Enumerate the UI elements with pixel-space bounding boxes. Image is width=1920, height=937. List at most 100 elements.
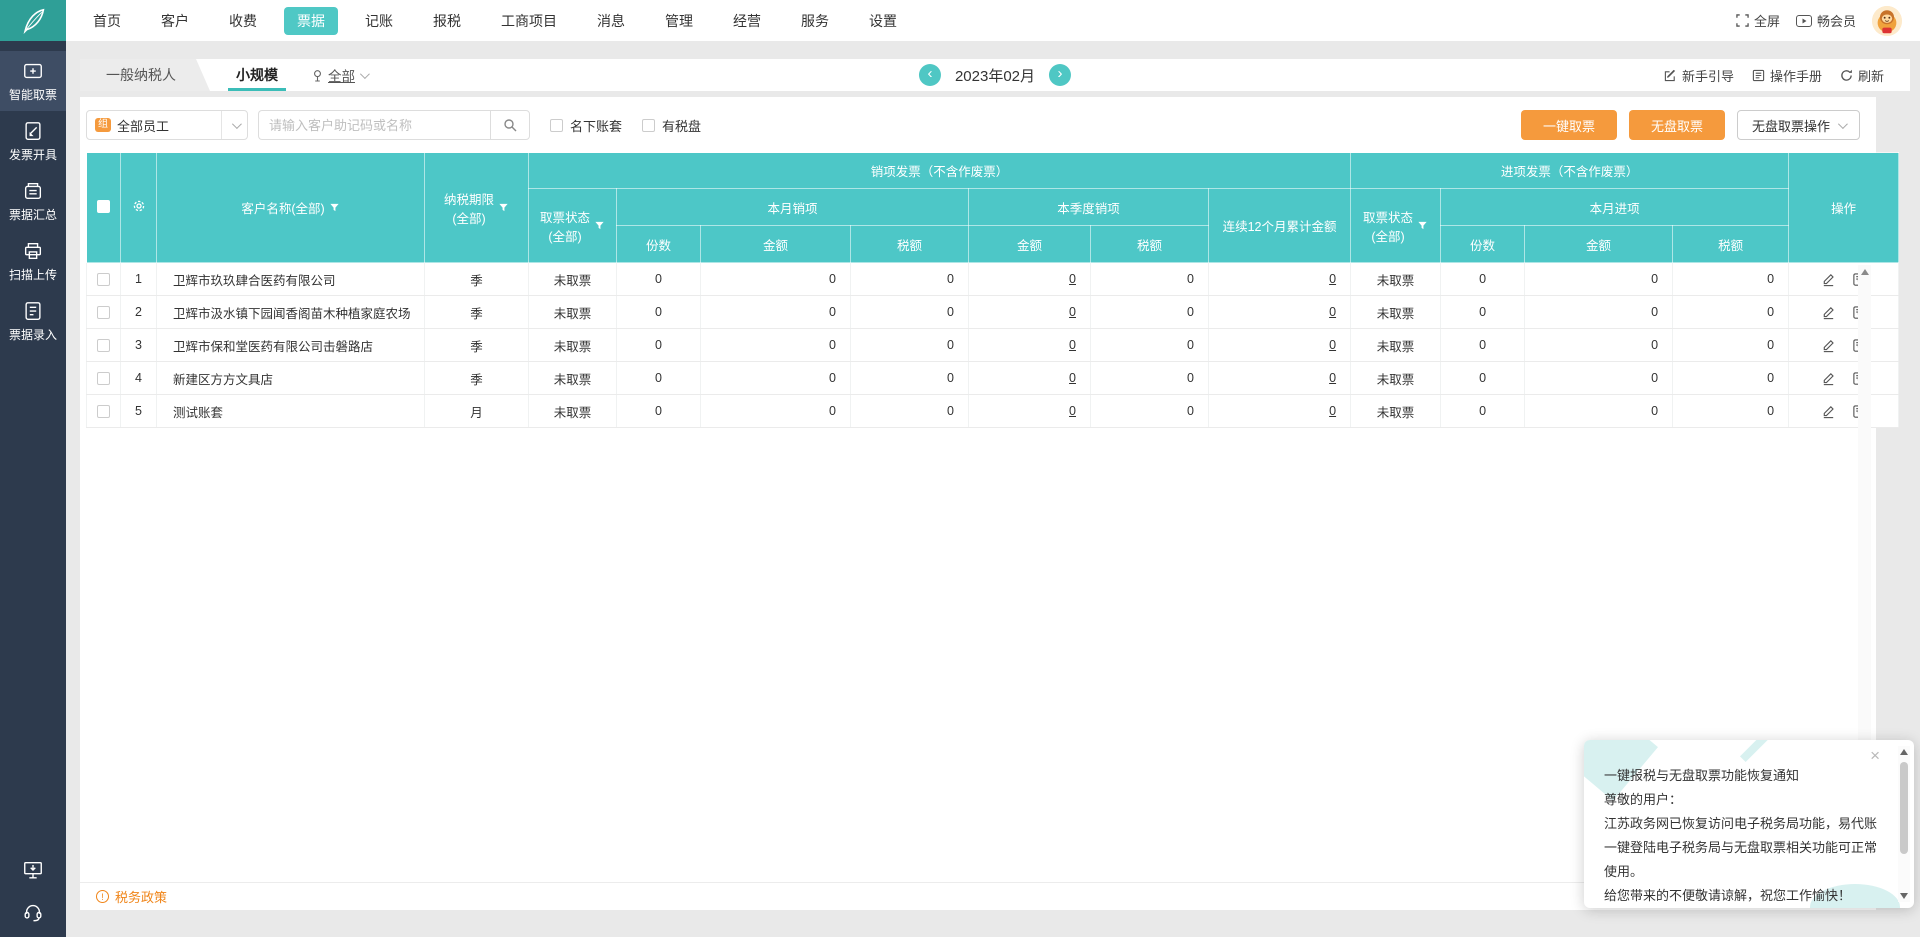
customer-search-input[interactable]: [258, 110, 490, 140]
table-cell: 卫辉市玖玖肆合医药有限公司: [156, 262, 425, 296]
sidebar-item-0[interactable]: 智能取票: [0, 51, 66, 111]
header-out-amount: 金额: [700, 225, 851, 263]
fullscreen-button[interactable]: 全屏: [1736, 11, 1780, 30]
nav-item-5[interactable]: 报税: [433, 12, 461, 29]
nav-item-4[interactable]: 记账: [365, 12, 393, 29]
table-cell: [1788, 295, 1900, 329]
sidebar-item-4[interactable]: 票据录入: [0, 291, 66, 351]
quarter-amount-link[interactable]: 0: [1069, 305, 1076, 319]
edit-icon[interactable]: [1821, 338, 1836, 353]
header-quarter-output: 本季度销项: [968, 188, 1209, 226]
rolling12-link[interactable]: 0: [1329, 305, 1337, 319]
table-cell: 0: [1090, 394, 1209, 428]
scroll-down-icon[interactable]: [1900, 893, 1908, 899]
table-cell: 测试账套: [156, 394, 425, 428]
table-cell: 未取票: [1350, 295, 1442, 329]
row-checkbox[interactable]: [97, 405, 110, 419]
table-cell: 0: [1208, 394, 1352, 428]
refresh-link[interactable]: 刷新: [1840, 66, 1884, 85]
nav-item-10[interactable]: 服务: [801, 12, 829, 29]
avatar[interactable]: [1872, 5, 1902, 36]
table-cell: [86, 295, 121, 329]
header-action: 操作: [1788, 152, 1900, 263]
table-cell: 季: [424, 361, 529, 395]
nav-item-1[interactable]: 客户: [161, 12, 189, 29]
edit-icon[interactable]: [1821, 371, 1836, 386]
filter-funnel-icon[interactable]: [498, 202, 509, 213]
support-headset-icon[interactable]: [22, 901, 44, 923]
gear-icon[interactable]: [132, 199, 146, 213]
nav-item-7[interactable]: 消息: [597, 12, 625, 29]
edit-icon[interactable]: [1821, 305, 1836, 320]
filter-actions: 一键取票 无盘取票 无盘取票操作: [1520, 110, 1860, 140]
sidebar-item-2[interactable]: 票据汇总: [0, 171, 66, 231]
nav-item-2[interactable]: 收费: [229, 12, 257, 29]
rolling12-link[interactable]: 0: [1329, 338, 1337, 352]
sidebar-item-1[interactable]: 发票开具: [0, 111, 66, 171]
filter-funnel-icon[interactable]: [1417, 220, 1428, 231]
has-tax-disk-checkbox[interactable]: 有税盘: [642, 116, 701, 135]
nav-item-8[interactable]: 管理: [665, 12, 693, 29]
notification-line: 江苏政务网已恢复访问电子税务局功能，易代账一键登陆电子税务局与无盘取票相关功能可…: [1604, 816, 1878, 880]
scroll-up-icon[interactable]: [1900, 749, 1908, 755]
operation-manual-link[interactable]: 操作手册: [1752, 66, 1822, 85]
close-icon[interactable]: ×: [1870, 746, 1880, 765]
table-cell: [86, 361, 121, 395]
select-all-checkbox[interactable]: [97, 199, 110, 213]
nav-item-0[interactable]: 首页: [93, 12, 121, 29]
edit-icon[interactable]: [1821, 404, 1836, 419]
under-name-checkbox[interactable]: 名下账套: [550, 116, 622, 135]
tab-bar: 一般纳税人 小规模 全部 ‹ 2023年02月 › 新手引导 操作手册 刷新: [80, 59, 1910, 91]
tax-policy-link[interactable]: ! 税务政策: [96, 887, 167, 906]
rolling12-link[interactable]: 0: [1329, 272, 1337, 286]
filter-funnel-icon[interactable]: [329, 202, 340, 213]
prev-month-button[interactable]: ‹: [918, 64, 941, 86]
scroll-up-icon[interactable]: [1860, 269, 1869, 275]
header-out-tax: 税额: [850, 225, 969, 263]
info-circle-icon: !: [96, 890, 109, 903]
beginner-guide-label: 新手引导: [1681, 68, 1734, 84]
row-checkbox[interactable]: [97, 339, 110, 353]
sidebar: 智能取票 发票开具 票据汇总 扫描上传 票据录入: [0, 41, 66, 937]
diskless-fetch-button[interactable]: 无盘取票: [1628, 110, 1725, 140]
employee-dropdown[interactable]: 组 全部员工: [86, 110, 248, 140]
member-button[interactable]: 畅会员: [1795, 11, 1856, 30]
rolling12-link[interactable]: 0: [1329, 404, 1337, 418]
edit-icon[interactable]: [1821, 272, 1836, 287]
table-cell: 0: [700, 295, 851, 329]
nav-item-9[interactable]: 经营: [733, 12, 761, 29]
sidebar-items: 智能取票 发票开具 票据汇总 扫描上传 票据录入: [0, 51, 66, 351]
sidebar-item-3[interactable]: 扫描上传: [0, 231, 66, 291]
region-all-dropdown[interactable]: 全部: [312, 65, 370, 85]
row-checkbox[interactable]: [97, 372, 110, 386]
nav-item-3[interactable]: 票据: [284, 6, 338, 35]
nav-item-6[interactable]: 工商项目: [501, 12, 557, 29]
table-row: 5 测试账套月未取票 0 0 0 0 0 0 未取票 0 0 0: [86, 394, 1900, 428]
filter-funnel-icon[interactable]: [594, 220, 605, 231]
notification-popup: × 一键报税与无盘取票功能恢复通知 尊敬的用户： 江苏政务网已恢复访问电子税务局功能…: [1584, 740, 1914, 908]
row-checkbox[interactable]: [97, 273, 110, 287]
one-click-fetch-button[interactable]: 一键取票: [1520, 110, 1617, 140]
tab-general-taxpayer[interactable]: 一般纳税人: [80, 59, 210, 91]
search-button[interactable]: [490, 110, 530, 140]
header-in-copies: 份数: [1440, 225, 1526, 263]
tab-small-scale[interactable]: 小规模: [210, 59, 304, 91]
table-cell: 0: [1524, 262, 1674, 296]
notification-scrollbar[interactable]: [1898, 746, 1910, 902]
invoice-edit-icon: [25, 122, 41, 140]
next-month-button[interactable]: ›: [1049, 64, 1072, 86]
table-cell: 0: [968, 394, 1091, 428]
header-q-amount: 金额: [968, 225, 1091, 263]
quarter-amount-link[interactable]: 0: [1069, 338, 1076, 352]
row-checkbox[interactable]: [97, 306, 110, 320]
nav-item-11[interactable]: 设置: [869, 12, 897, 29]
rolling12-link[interactable]: 0: [1329, 371, 1337, 385]
quarter-amount-link[interactable]: 0: [1069, 272, 1076, 286]
download-client-icon[interactable]: [22, 859, 44, 881]
quarter-amount-link[interactable]: 0: [1069, 404, 1076, 418]
scroll-thumb[interactable]: [1900, 762, 1908, 854]
beginner-guide-link[interactable]: 新手引导: [1664, 66, 1734, 85]
table-cell: 0: [616, 328, 701, 362]
diskless-ops-dropdown[interactable]: 无盘取票操作: [1736, 110, 1860, 140]
quarter-amount-link[interactable]: 0: [1069, 371, 1076, 385]
